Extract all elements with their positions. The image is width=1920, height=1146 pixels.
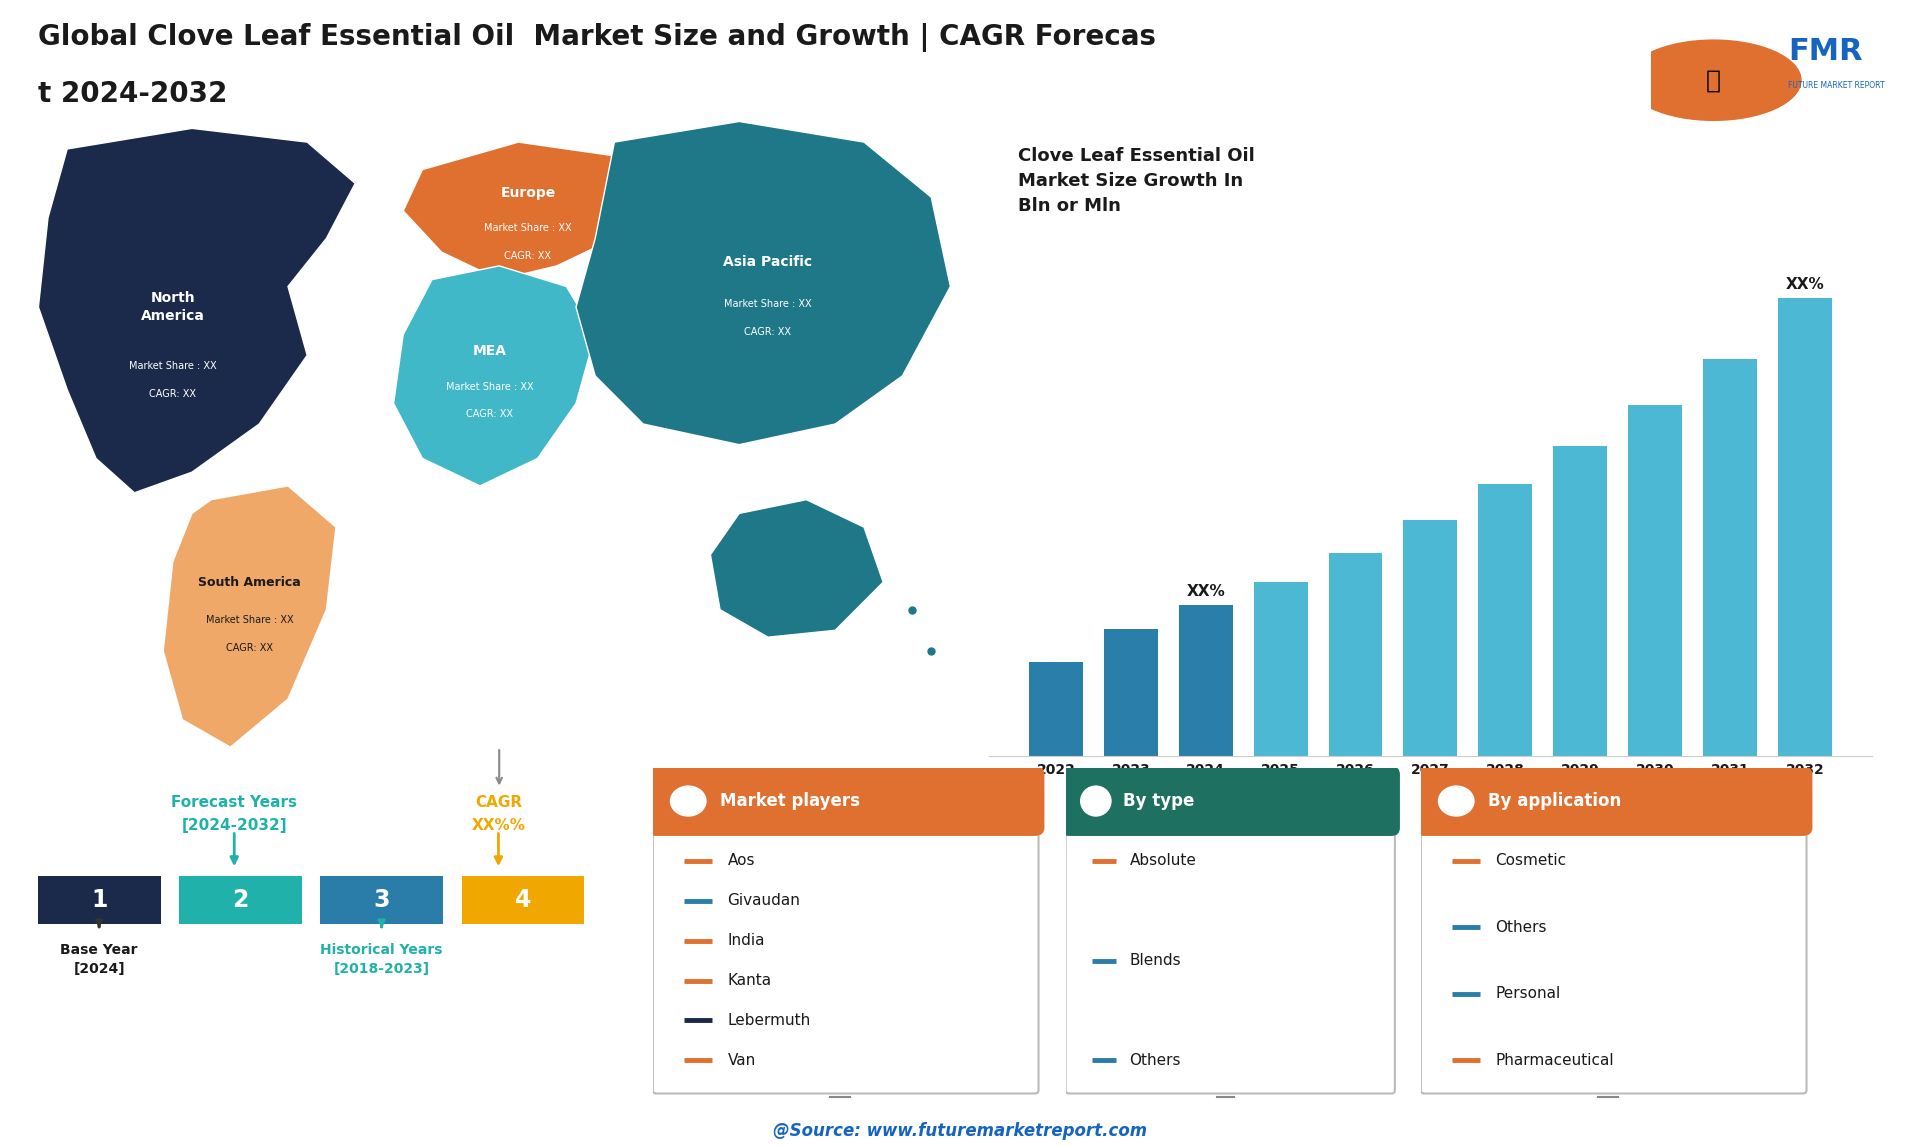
Text: MEA: MEA (472, 344, 507, 359)
Text: By application: By application (1488, 792, 1620, 810)
FancyBboxPatch shape (38, 876, 161, 924)
Bar (1029, 662, 1083, 756)
Text: CAGR: XX: CAGR: XX (745, 327, 791, 337)
Text: By type: By type (1123, 792, 1194, 810)
Text: Clove Leaf Essential Oil
Market Size Growth In
Bln or Mln: Clove Leaf Essential Oil Market Size Gro… (1018, 147, 1256, 214)
Text: Asia Pacific: Asia Pacific (724, 254, 812, 269)
Text: Kanta: Kanta (728, 973, 772, 988)
Text: 1: 1 (90, 888, 108, 911)
Text: CAGR: CAGR (474, 795, 522, 810)
Bar (1478, 484, 1532, 756)
Text: Base Year: Base Year (60, 943, 138, 957)
Text: Market Share : XX: Market Share : XX (129, 361, 217, 371)
Text: 👤: 👤 (1707, 69, 1720, 92)
Polygon shape (163, 486, 336, 747)
FancyBboxPatch shape (321, 876, 444, 924)
Text: Europe: Europe (501, 186, 555, 201)
Text: [2018-2023]: [2018-2023] (334, 963, 430, 976)
Text: Others: Others (1496, 920, 1548, 935)
Bar (1703, 360, 1757, 756)
FancyBboxPatch shape (179, 876, 301, 924)
FancyBboxPatch shape (1421, 827, 1807, 1093)
Text: Pharmaceutical: Pharmaceutical (1496, 1053, 1615, 1068)
Text: Market Share : XX: Market Share : XX (205, 615, 294, 626)
Bar (1778, 298, 1832, 756)
Text: Lebermuth: Lebermuth (728, 1013, 810, 1028)
Text: FUTURE MARKET REPORT: FUTURE MARKET REPORT (1789, 81, 1885, 91)
Bar (1553, 446, 1607, 756)
Text: Historical Years: Historical Years (321, 943, 444, 957)
Circle shape (670, 786, 707, 816)
FancyBboxPatch shape (653, 827, 1039, 1093)
Circle shape (1081, 786, 1112, 816)
Polygon shape (403, 142, 643, 280)
Text: Van: Van (728, 1053, 756, 1068)
Bar (1329, 554, 1382, 756)
FancyBboxPatch shape (1415, 767, 1812, 835)
Text: 3: 3 (374, 888, 390, 911)
Text: Blends: Blends (1129, 953, 1181, 968)
Text: 2: 2 (232, 888, 248, 911)
Text: CAGR: XX: CAGR: XX (505, 251, 551, 261)
Bar (1104, 629, 1158, 756)
Text: XX%: XX% (1187, 584, 1225, 599)
Text: South America: South America (198, 575, 301, 589)
Polygon shape (576, 121, 950, 445)
Circle shape (1438, 786, 1475, 816)
Bar (1179, 605, 1233, 756)
Polygon shape (394, 266, 595, 486)
Text: Market players: Market players (720, 792, 860, 810)
Text: Absolute: Absolute (1129, 854, 1196, 869)
Text: CAGR: XX: CAGR: XX (150, 388, 196, 399)
FancyBboxPatch shape (1060, 767, 1400, 835)
Polygon shape (38, 128, 355, 493)
Text: Others: Others (1129, 1053, 1181, 1068)
Text: Givaudan: Givaudan (728, 893, 801, 909)
Text: Forecast Years: Forecast Years (171, 795, 298, 810)
Text: India: India (728, 933, 764, 948)
FancyBboxPatch shape (1066, 827, 1394, 1093)
Text: XX%%: XX%% (472, 818, 526, 833)
FancyBboxPatch shape (647, 767, 1044, 835)
Text: Market Share : XX: Market Share : XX (445, 382, 534, 392)
Text: [2024]: [2024] (73, 963, 125, 976)
Bar (1628, 405, 1682, 756)
Text: Aos: Aos (728, 854, 755, 869)
Text: FMR: FMR (1789, 37, 1862, 66)
Text: 4: 4 (515, 888, 532, 911)
Bar (1254, 581, 1308, 756)
Circle shape (1626, 40, 1801, 120)
Bar (1404, 520, 1457, 756)
Polygon shape (710, 500, 883, 637)
Text: @Source: www.futuremarketreport.com: @Source: www.futuremarketreport.com (774, 1122, 1146, 1140)
Text: CAGR: XX: CAGR: XX (467, 409, 513, 419)
Text: XX%: XX% (1786, 277, 1824, 292)
FancyBboxPatch shape (461, 876, 584, 924)
Text: CAGR: XX: CAGR: XX (227, 643, 273, 653)
Text: North
America: North America (140, 291, 205, 323)
Text: Personal: Personal (1496, 987, 1561, 1002)
Text: Market Share : XX: Market Share : XX (484, 223, 572, 234)
Text: Market Share : XX: Market Share : XX (724, 299, 812, 309)
Text: Global Clove Leaf Essential Oil  Market Size and Growth | CAGR Forecas: Global Clove Leaf Essential Oil Market S… (38, 23, 1156, 52)
Text: t 2024-2032: t 2024-2032 (38, 80, 228, 108)
Text: Cosmetic: Cosmetic (1496, 854, 1567, 869)
Text: [2024-2032]: [2024-2032] (180, 818, 288, 833)
